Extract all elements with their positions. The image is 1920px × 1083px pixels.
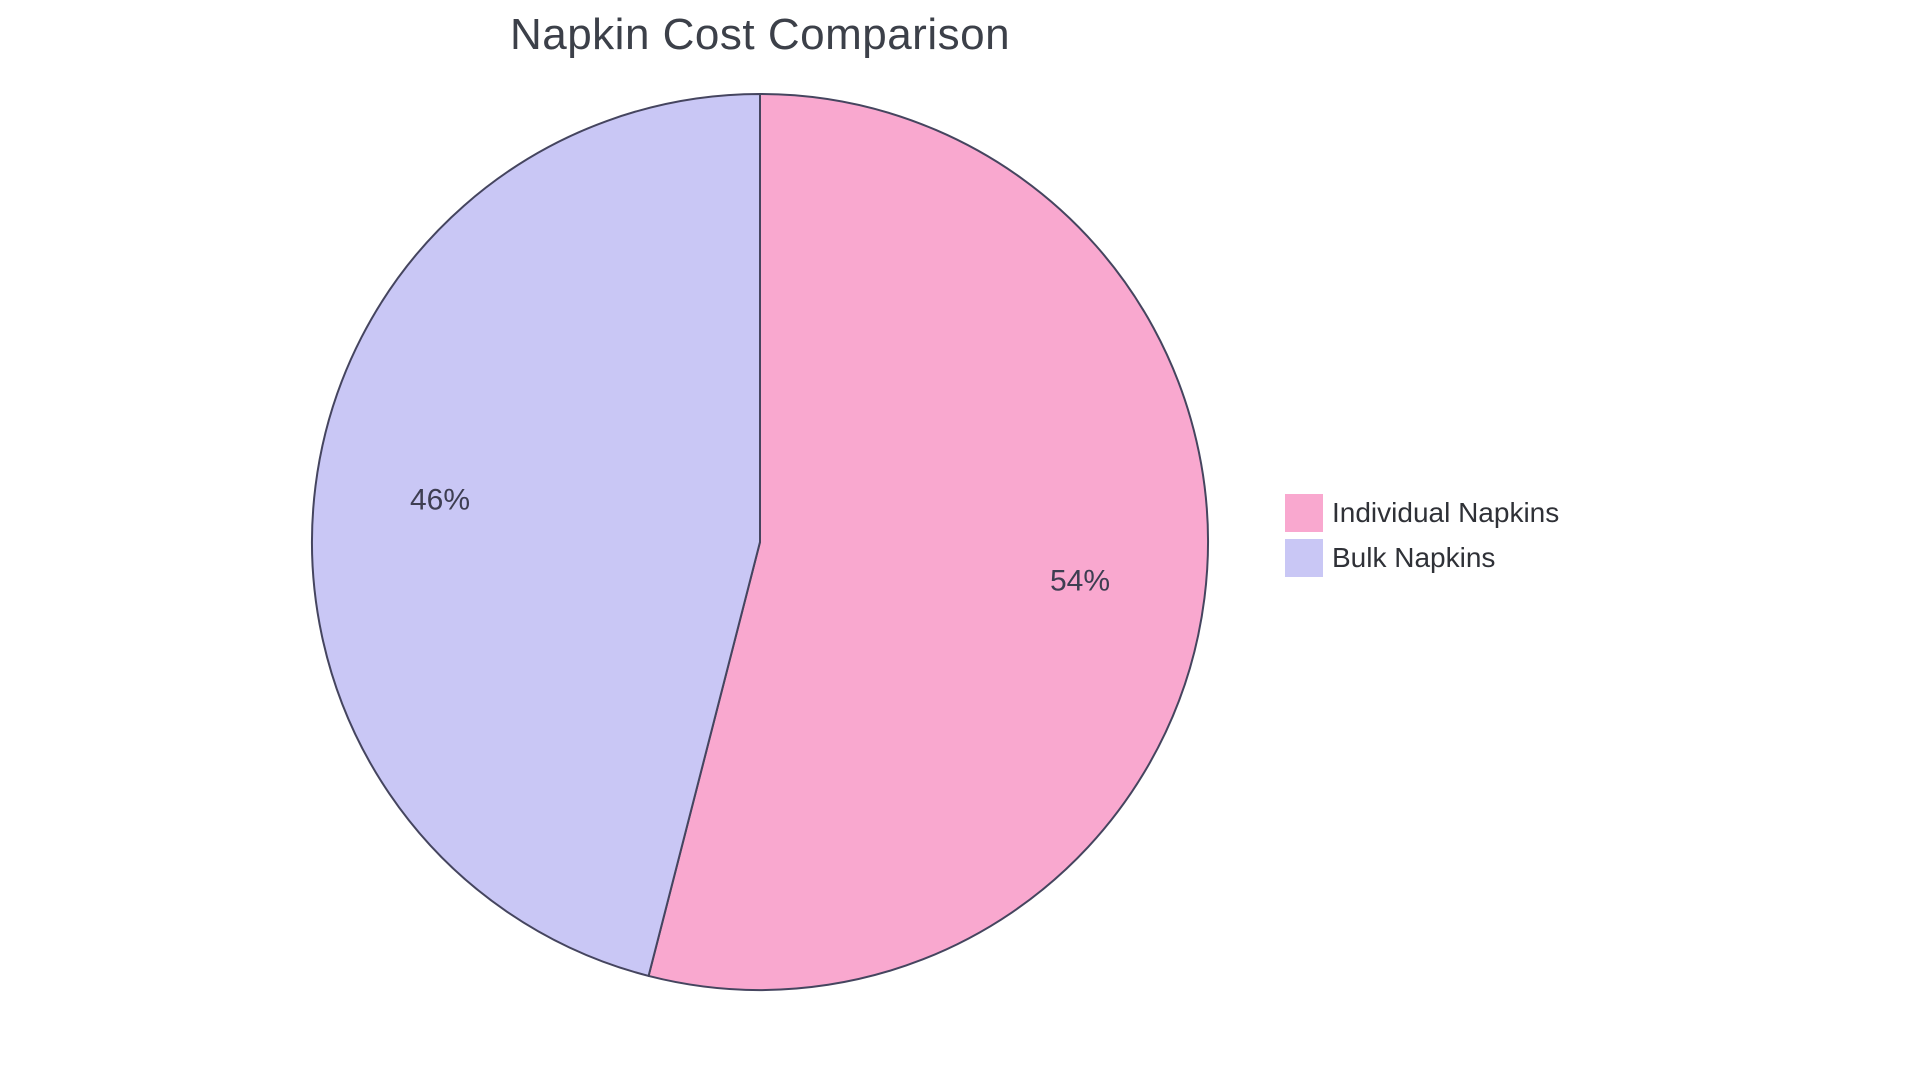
legend-label-individual-napkins: Individual Napkins xyxy=(1332,497,1560,528)
pie-slice-percent-label: 46% xyxy=(410,484,470,517)
pie-chart: 54% 46% xyxy=(311,93,1209,991)
pie-slice-percent-label: 54% xyxy=(1050,564,1110,597)
legend-label-bulk-napkins: Bulk Napkins xyxy=(1332,542,1496,573)
legend-item-individual-napkins: Individual Napkins xyxy=(1285,494,1559,532)
pie-slice-bulk-napkins xyxy=(311,93,761,977)
legend: Individual Napkins Bulk Napkins xyxy=(1285,494,1559,577)
legend-item-bulk-napkins: Bulk Napkins xyxy=(1285,539,1559,577)
chart-title: Napkin Cost Comparison xyxy=(509,10,1011,59)
legend-swatch-bulk-napkins xyxy=(1285,539,1323,577)
pie-slice-individual-napkins xyxy=(647,93,1209,991)
legend-swatch-individual-napkins xyxy=(1285,494,1323,532)
